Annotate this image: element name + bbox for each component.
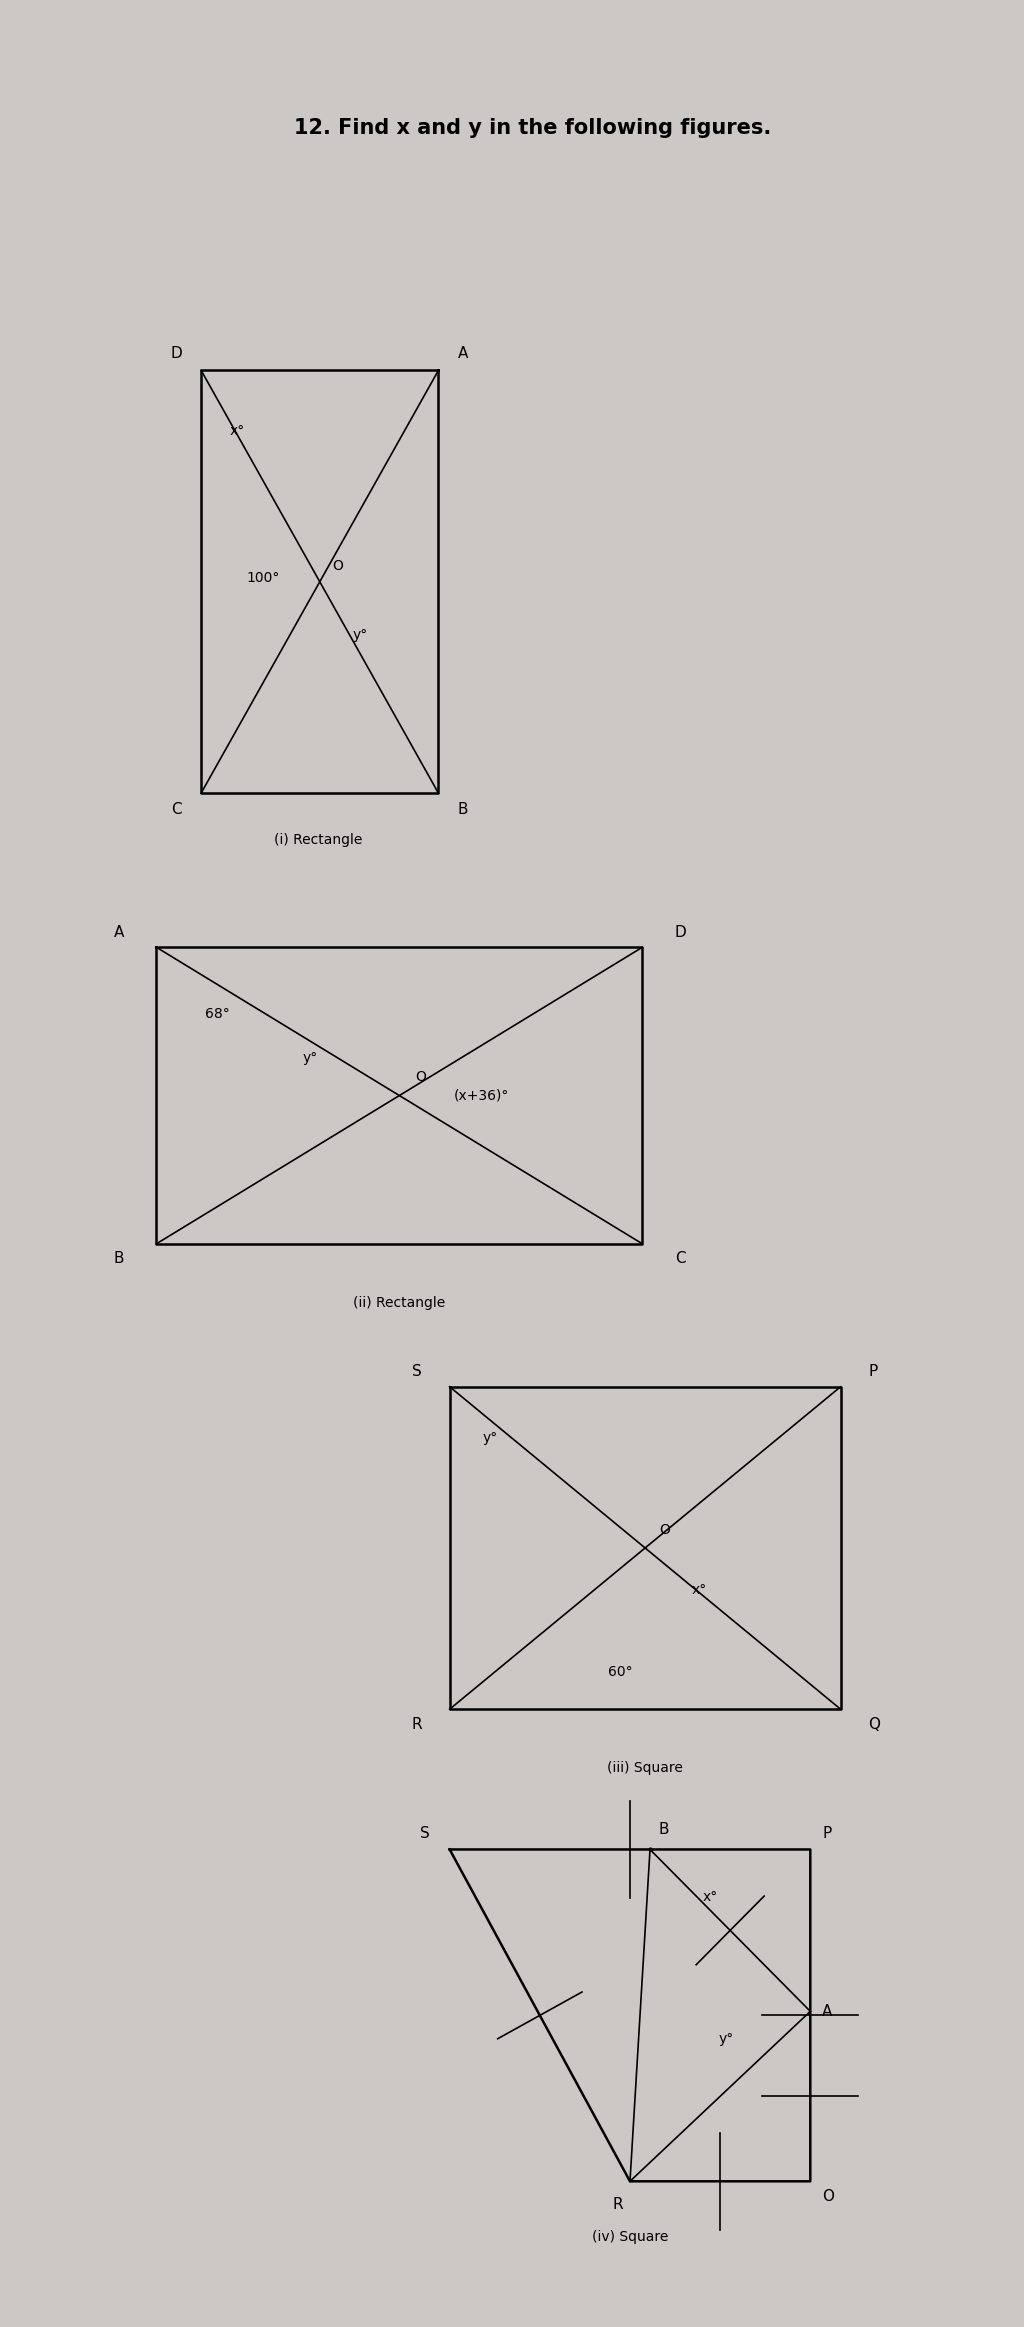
Text: P: P xyxy=(822,1827,831,1841)
Text: A: A xyxy=(822,2004,833,2020)
Text: (iii) Square: (iii) Square xyxy=(607,1762,683,1776)
Text: R: R xyxy=(411,1717,422,1731)
Text: 68°: 68° xyxy=(205,1008,229,1022)
Text: 12. Find x and y in the following figures.: 12. Find x and y in the following figure… xyxy=(294,119,771,137)
Text: Q: Q xyxy=(868,1717,881,1731)
Text: D: D xyxy=(170,347,182,361)
Text: B: B xyxy=(458,803,468,817)
Text: S: S xyxy=(420,1827,430,1841)
Text: O: O xyxy=(333,558,343,572)
Text: D: D xyxy=(675,924,686,940)
Text: (x+36)°: (x+36)° xyxy=(454,1089,509,1103)
Text: C: C xyxy=(171,803,182,817)
Text: P: P xyxy=(868,1364,878,1380)
Text: C: C xyxy=(675,1252,685,1266)
Text: O: O xyxy=(416,1070,426,1084)
Text: (ii) Rectangle: (ii) Rectangle xyxy=(353,1296,445,1310)
Text: O: O xyxy=(659,1522,670,1536)
Text: 100°: 100° xyxy=(247,570,281,584)
Text: y°: y° xyxy=(482,1431,498,1445)
Text: x°: x° xyxy=(702,1890,718,1903)
Text: y°: y° xyxy=(353,628,369,642)
Text: y°: y° xyxy=(718,2031,733,2045)
Text: x°: x° xyxy=(229,424,245,437)
Text: S: S xyxy=(412,1364,422,1380)
Text: (i) Rectangle: (i) Rectangle xyxy=(274,833,362,847)
Text: A: A xyxy=(458,347,468,361)
Text: R: R xyxy=(612,2197,624,2213)
Text: B: B xyxy=(114,1252,124,1266)
Text: y°: y° xyxy=(302,1052,317,1066)
Text: (iv) Square: (iv) Square xyxy=(592,2229,669,2243)
Text: B: B xyxy=(658,1822,669,1838)
Text: 60°: 60° xyxy=(608,1664,633,1678)
Text: O: O xyxy=(822,2190,835,2204)
Text: A: A xyxy=(114,924,124,940)
Text: x°: x° xyxy=(691,1582,707,1596)
